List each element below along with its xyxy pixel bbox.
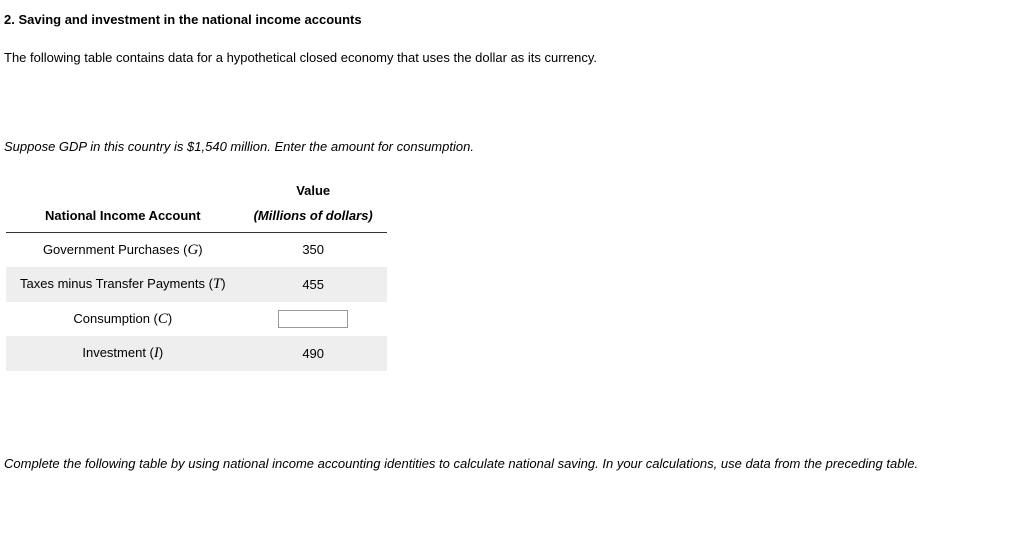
- consumption-input[interactable]: [278, 310, 348, 328]
- section-heading: 2. Saving and investment in the national…: [4, 10, 1020, 30]
- col1-header: National Income Account: [6, 200, 240, 233]
- footer-instruction: Complete the following table by using na…: [4, 451, 1020, 477]
- intro-text: The following table contains data for a …: [4, 48, 1020, 68]
- row-value: 350: [240, 233, 387, 268]
- row-value: 455: [240, 267, 387, 302]
- table-row: Investment (I) 490: [6, 336, 387, 371]
- national-income-table: Value National Income Account (Millions …: [6, 175, 387, 371]
- col2-header-sub: (Millions of dollars): [240, 200, 387, 233]
- table-row: Taxes minus Transfer Payments (T) 455: [6, 267, 387, 302]
- col1-header-spacer: [6, 175, 240, 201]
- table-row: Consumption (C): [6, 302, 387, 337]
- col2-header-top: Value: [240, 175, 387, 201]
- row-value: 490: [240, 336, 387, 371]
- row-label: Consumption (C): [6, 302, 240, 337]
- row-label: Government Purchases (G): [6, 233, 240, 268]
- table-row: Government Purchases (G) 350: [6, 233, 387, 268]
- row-label: Investment (I): [6, 336, 240, 371]
- row-value-input-cell: [240, 302, 387, 337]
- row-label: Taxes minus Transfer Payments (T): [6, 267, 240, 302]
- instruction-text: Suppose GDP in this country is $1,540 mi…: [4, 137, 1020, 157]
